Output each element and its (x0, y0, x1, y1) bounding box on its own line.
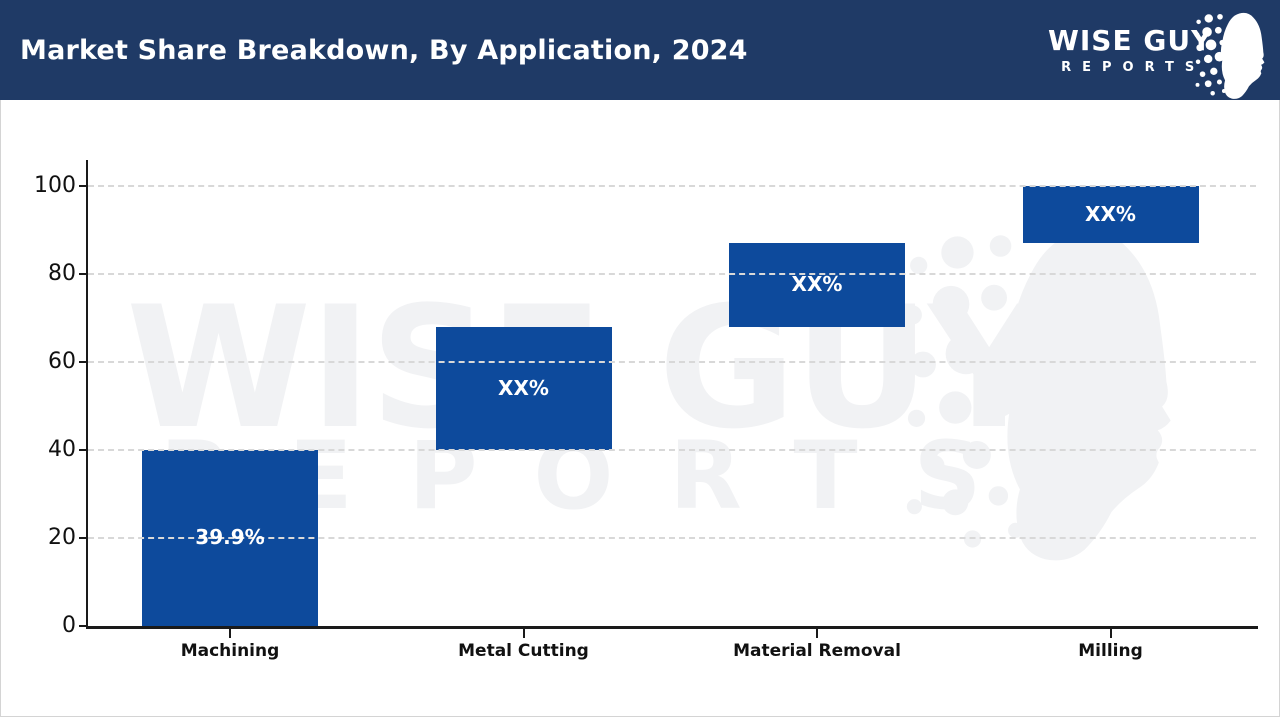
y-tick-label: 40 (48, 437, 76, 462)
y-tick-mark (79, 185, 88, 187)
y-tick-label: 20 (48, 525, 76, 550)
x-tick-mark (229, 629, 231, 638)
bar-value-label: 39.9% (195, 525, 265, 550)
logo-text: WISE GUY REPORTS (1048, 24, 1212, 75)
logo-reports-text: REPORTS (1061, 60, 1206, 75)
bar-value-label: XX% (791, 272, 843, 297)
x-tick-mark (816, 629, 818, 638)
y-tick-label: 60 (48, 349, 76, 374)
gridline-20 (88, 537, 1256, 539)
x-category-label: Material Removal (733, 641, 901, 661)
logo-head-icon (1194, 12, 1265, 99)
gridline-60 (88, 361, 1256, 363)
y-tick-mark (79, 625, 88, 627)
x-axis-line (86, 626, 1258, 629)
bar-value-label: XX% (498, 375, 549, 400)
y-tick-mark (79, 449, 88, 451)
y-tick-label: 0 (62, 613, 76, 638)
wiseguy-logo: WISE GUY REPORTS (1020, 4, 1270, 99)
x-tick-mark (522, 629, 525, 638)
y-tick-label: 80 (48, 261, 76, 286)
page-title: Market Share Breakdown, By Application, … (20, 34, 748, 66)
bar-value-label: XX% (1085, 202, 1136, 226)
header-bar: Market Share Breakdown, By Application, … (0, 0, 1280, 100)
x-category-label: Metal Cutting (458, 641, 589, 661)
y-tick-mark (79, 273, 88, 275)
bar-metal-cutting (435, 326, 612, 451)
logo-wiseguy-text: WISE GUY (1048, 24, 1213, 57)
y-axis-line (86, 160, 88, 628)
x-category-label: Milling (1078, 641, 1143, 661)
y-tick-label: 100 (34, 173, 76, 198)
x-category-label: Machining (180, 641, 280, 661)
x-tick-mark (1109, 629, 1112, 638)
gridline-100 (88, 185, 1256, 187)
bar-material-removal (729, 243, 905, 327)
gridline-40 (88, 449, 1256, 451)
gridline-80 (88, 273, 1256, 275)
y-tick-mark (79, 361, 88, 363)
y-tick-mark (79, 537, 88, 539)
